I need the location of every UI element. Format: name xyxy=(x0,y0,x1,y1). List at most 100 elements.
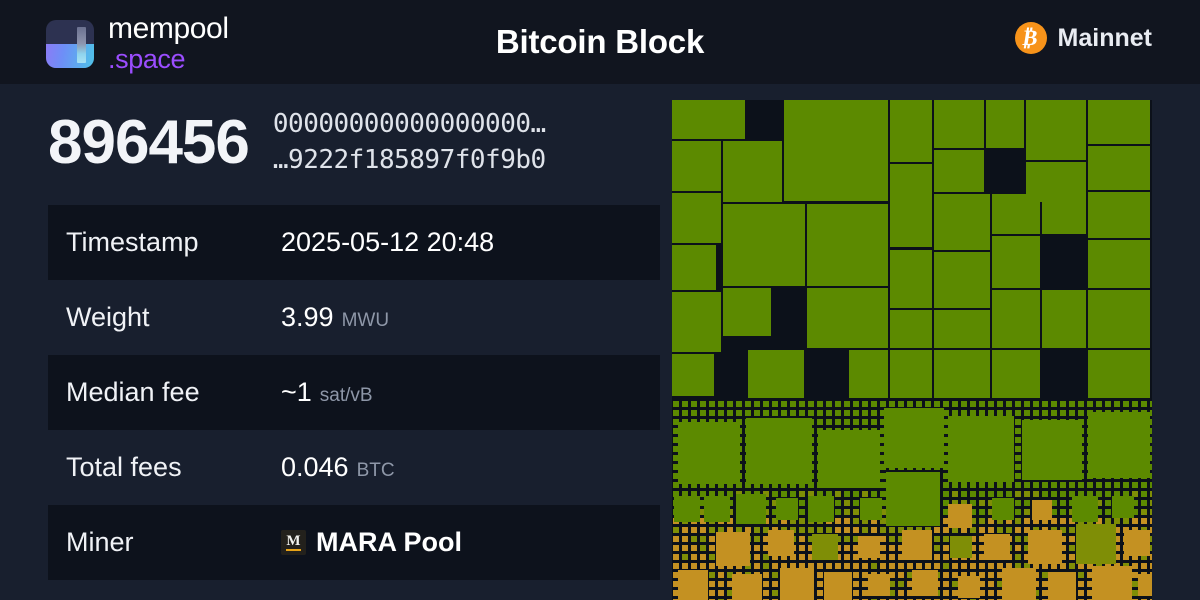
treemap-tile-small[interactable] xyxy=(1150,473,1152,479)
treemap-tile-small[interactable] xyxy=(835,545,841,551)
treemap-tile-small[interactable] xyxy=(880,446,886,452)
treemap-tile-small[interactable] xyxy=(988,518,994,524)
treemap-tile-small[interactable] xyxy=(799,482,805,488)
treemap-tile-small[interactable] xyxy=(736,563,742,569)
treemap-tile-small[interactable] xyxy=(979,563,985,569)
treemap-tile-small[interactable] xyxy=(682,527,688,533)
treemap-tile-small[interactable] xyxy=(1123,554,1129,560)
treemap-tile-small[interactable] xyxy=(718,527,724,533)
treemap-tile-large[interactable] xyxy=(1088,350,1150,398)
treemap-tile-small[interactable] xyxy=(943,527,949,533)
treemap-tile-small[interactable] xyxy=(1096,518,1102,524)
treemap-tile-small[interactable] xyxy=(1051,500,1057,506)
treemap-tile-small[interactable] xyxy=(763,401,769,407)
treemap-tile-small[interactable] xyxy=(1051,401,1057,407)
treemap-tile-small[interactable] xyxy=(916,563,922,569)
treemap-tile-small[interactable] xyxy=(970,563,976,569)
treemap-tile-small[interactable] xyxy=(835,419,841,425)
treemap-tile-small[interactable] xyxy=(979,581,985,587)
treemap-tile-small[interactable] xyxy=(1024,401,1030,407)
treemap-tile-small[interactable] xyxy=(880,464,886,470)
treemap-tile-large[interactable] xyxy=(672,193,721,243)
treemap-tile-small[interactable] xyxy=(1087,491,1093,497)
treemap-tile-small[interactable] xyxy=(799,500,805,506)
treemap-tile-small[interactable] xyxy=(1150,410,1152,416)
treemap-tile-small[interactable] xyxy=(1006,410,1012,416)
treemap-tile-small[interactable] xyxy=(880,437,886,443)
treemap-tile-small[interactable] xyxy=(754,536,760,542)
treemap-tile-small[interactable] xyxy=(871,401,877,407)
treemap-tile-small[interactable] xyxy=(1132,590,1138,596)
treemap-tile-small[interactable] xyxy=(970,410,976,416)
treemap-tile-small[interactable] xyxy=(1006,482,1012,488)
treemap-tile-small[interactable] xyxy=(673,419,679,425)
treemap-tile-small[interactable] xyxy=(709,554,715,560)
treemap-tile-small[interactable] xyxy=(997,410,1003,416)
treemap-tile-small[interactable] xyxy=(1123,401,1129,407)
treemap-tile-small[interactable] xyxy=(1132,518,1138,524)
treemap-tile-medium[interactable] xyxy=(780,568,814,600)
treemap-tile-small[interactable] xyxy=(727,590,733,596)
treemap-tile-small[interactable] xyxy=(862,563,868,569)
treemap-tile-small[interactable] xyxy=(1033,572,1039,578)
treemap-tile-small[interactable] xyxy=(1015,563,1021,569)
treemap-tile-small[interactable] xyxy=(745,482,751,488)
treemap-tile-small[interactable] xyxy=(943,491,949,497)
treemap-tile-small[interactable] xyxy=(763,482,769,488)
treemap-tile-small[interactable] xyxy=(673,464,679,470)
treemap-tile-small[interactable] xyxy=(979,518,985,524)
treemap-tile-small[interactable] xyxy=(727,491,733,497)
treemap-tile-small[interactable] xyxy=(997,518,1003,524)
treemap-tile-medium[interactable] xyxy=(746,418,812,484)
treemap-tile-small[interactable] xyxy=(853,554,859,560)
treemap-tile-small[interactable] xyxy=(943,437,949,443)
treemap-tile-medium[interactable] xyxy=(1028,530,1062,564)
treemap-tile-small[interactable] xyxy=(853,509,859,515)
treemap-tile-small[interactable] xyxy=(790,482,796,488)
treemap-tile-small[interactable] xyxy=(673,536,679,542)
treemap-tile-small[interactable] xyxy=(988,527,994,533)
treemap-tile-small[interactable] xyxy=(871,491,877,497)
treemap-tile-small[interactable] xyxy=(1033,590,1039,596)
treemap-tile-small[interactable] xyxy=(1015,446,1021,452)
treemap-tile-small[interactable] xyxy=(736,482,742,488)
treemap-tile-large[interactable] xyxy=(672,141,721,191)
treemap-tile-small[interactable] xyxy=(1033,410,1039,416)
treemap-tile-large[interactable] xyxy=(849,350,888,398)
treemap-tile-small[interactable] xyxy=(1015,500,1021,506)
treemap-tile-small[interactable] xyxy=(727,509,733,515)
treemap-tile-medium[interactable] xyxy=(678,422,740,484)
treemap-tile-small[interactable] xyxy=(952,590,958,596)
treemap-tile-small[interactable] xyxy=(709,563,715,569)
treemap-tile-small[interactable] xyxy=(1132,482,1138,488)
treemap-tile-small[interactable] xyxy=(898,545,904,551)
treemap-tile-small[interactable] xyxy=(943,590,949,596)
treemap-tile-large[interactable] xyxy=(1088,146,1150,190)
treemap-tile-large[interactable] xyxy=(1088,192,1150,238)
treemap-tile-large[interactable] xyxy=(672,100,745,139)
treemap-tile-large[interactable] xyxy=(723,141,782,202)
treemap-tile-small[interactable] xyxy=(763,536,769,542)
treemap-tile-small[interactable] xyxy=(1132,401,1138,407)
treemap-tile-small[interactable] xyxy=(988,509,994,515)
treemap-tile-small[interactable] xyxy=(817,563,823,569)
treemap-tile-small[interactable] xyxy=(862,410,868,416)
row-value-miner[interactable]: M MARA Pool xyxy=(281,527,462,558)
treemap-tile-small[interactable] xyxy=(745,563,751,569)
treemap-tile-small[interactable] xyxy=(754,410,760,416)
treemap-tile-medium[interactable] xyxy=(1048,572,1076,600)
treemap-tile-medium[interactable] xyxy=(818,430,880,488)
treemap-tile-small[interactable] xyxy=(1015,410,1021,416)
treemap-tile-small[interactable] xyxy=(1042,401,1048,407)
treemap-tile-small[interactable] xyxy=(979,527,985,533)
treemap-tile-small[interactable] xyxy=(709,590,715,596)
treemap-tile-large[interactable] xyxy=(934,100,984,148)
treemap-tile-medium[interactable] xyxy=(1088,412,1150,478)
treemap-tile-small[interactable] xyxy=(961,482,967,488)
treemap-tile-small[interactable] xyxy=(817,590,823,596)
treemap-tile-small[interactable] xyxy=(673,572,679,578)
treemap-tile-small[interactable] xyxy=(1024,563,1030,569)
treemap-tile-large[interactable] xyxy=(934,252,990,308)
treemap-tile-small[interactable] xyxy=(943,401,949,407)
treemap-tile-small[interactable] xyxy=(1078,590,1084,596)
